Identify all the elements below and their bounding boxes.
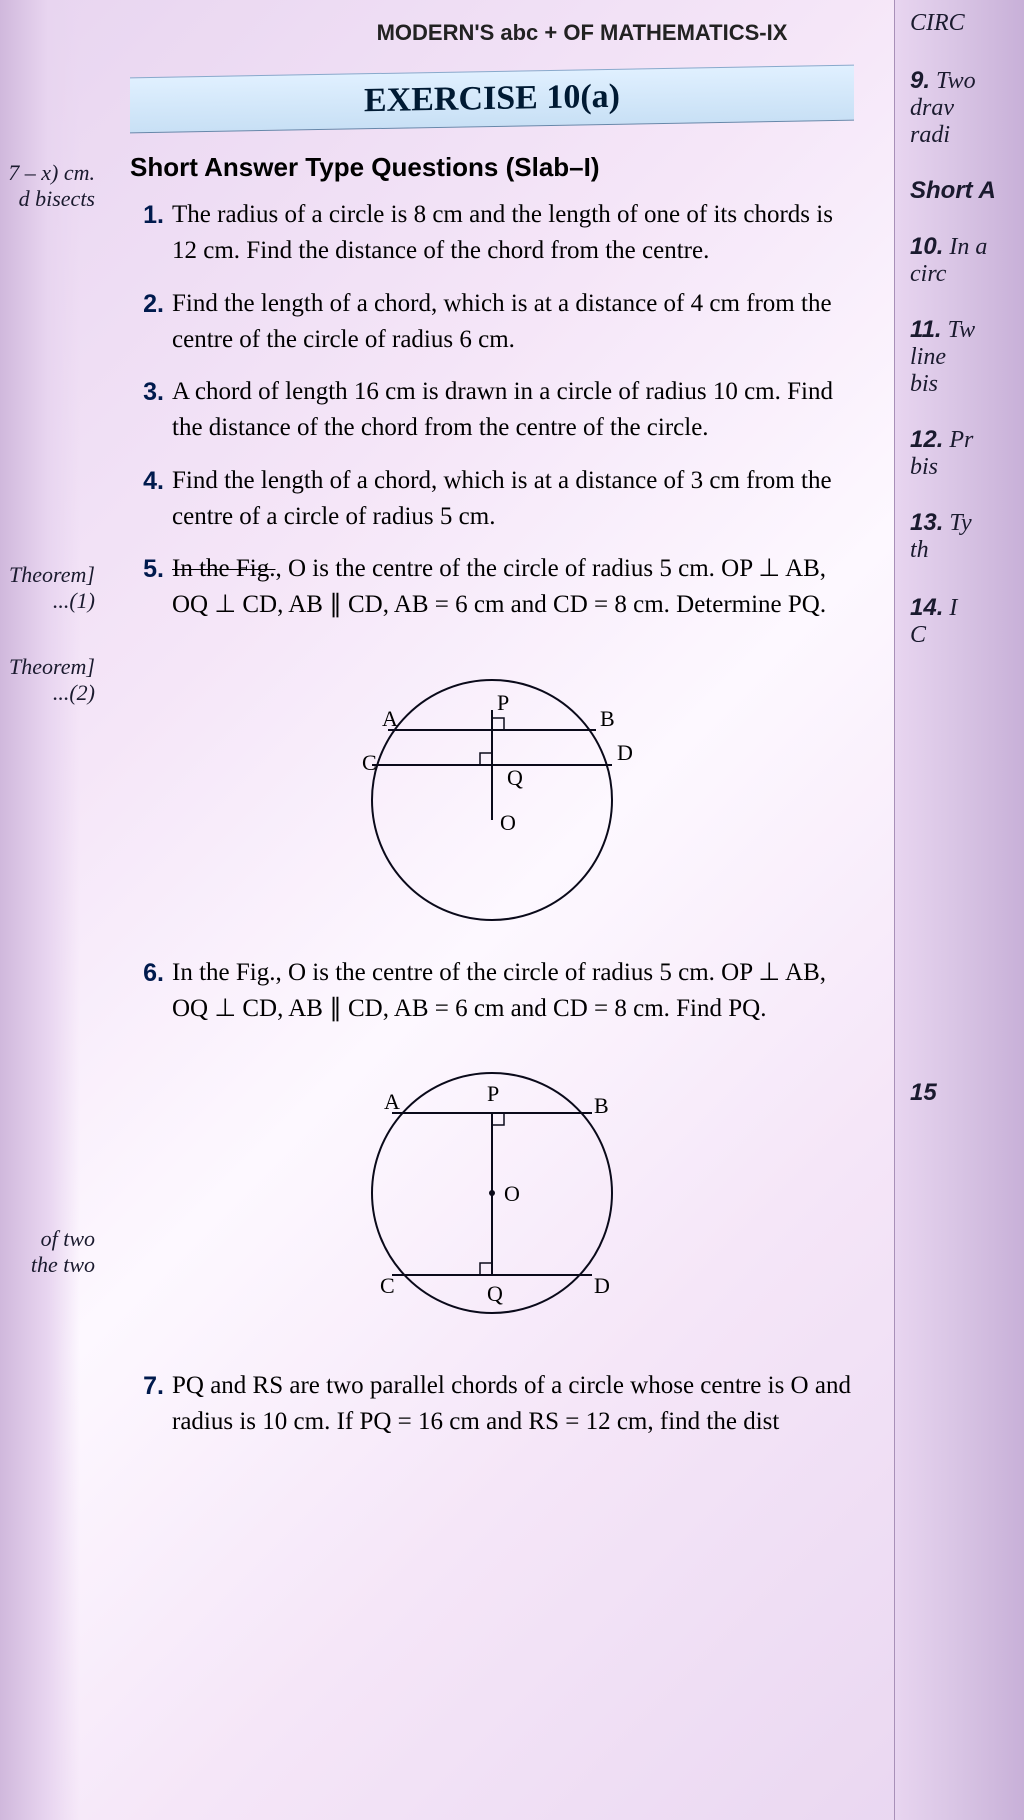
label-D: D bbox=[617, 740, 633, 765]
q-num: 3. bbox=[130, 374, 172, 447]
question-7: 7. PQ and RS are two parallel chords of … bbox=[130, 1368, 854, 1441]
question-2: 2. Find the length of a chord, which is … bbox=[130, 286, 854, 359]
question-1: 1. The radius of a circle is 8 cm and th… bbox=[130, 197, 854, 270]
q-text: Find the length of a chord, which is at … bbox=[172, 463, 854, 536]
label-D: D bbox=[594, 1273, 610, 1298]
label-Q: Q bbox=[487, 1281, 503, 1306]
left-margin-notes: 7 – x) cm. d bisects Theorem] ...(1) The… bbox=[5, 160, 95, 1598]
question-6: 6. In the Fig., O is the centre of the c… bbox=[130, 955, 854, 1028]
margin-text: ...(1) bbox=[5, 588, 95, 614]
q-text: In the Fig., O is the centre of the circ… bbox=[172, 955, 854, 1028]
cut: line bbox=[910, 344, 946, 370]
next-page-edge: CIRC 9. Two drav radi Short A 10. In a c… bbox=[894, 0, 1024, 1820]
cut: circ bbox=[910, 261, 946, 287]
label-B: B bbox=[600, 706, 615, 731]
cut: bis bbox=[910, 371, 938, 397]
book-title: MODERN'S abc + OF MATHEMATICS-IX bbox=[310, 20, 854, 46]
cut: I bbox=[949, 595, 957, 621]
q-text: A chord of length 16 cm is drawn in a ci… bbox=[172, 374, 854, 447]
section-heading: Short Answer Type Questions (Slab–I) bbox=[130, 152, 854, 183]
q-num: 6. bbox=[130, 955, 172, 1028]
q-num: 5. bbox=[130, 551, 172, 624]
label-P: P bbox=[487, 1081, 499, 1106]
cut: C bbox=[910, 622, 926, 648]
margin-text: 7 – x) cm. bbox=[5, 160, 95, 186]
cut: drav bbox=[910, 95, 954, 121]
label-A: A bbox=[384, 1089, 400, 1114]
question-3: 3. A chord of length 16 cm is drawn in a… bbox=[130, 374, 854, 447]
cut: 14. bbox=[910, 594, 943, 621]
q-num: 7. bbox=[130, 1368, 172, 1441]
margin-text: Theorem] bbox=[5, 562, 95, 588]
figure-1: A B C D P Q O bbox=[130, 640, 854, 930]
q-text: Find the length of a chord, which is at … bbox=[172, 286, 854, 359]
circle-diagram-1: A B C D P Q O bbox=[332, 640, 652, 930]
label-A: A bbox=[382, 706, 398, 731]
question-5: 5. In the Fig., O is the centre of the c… bbox=[130, 551, 854, 624]
cut: Pr bbox=[949, 427, 973, 453]
label-O: O bbox=[504, 1181, 520, 1206]
label-C: C bbox=[380, 1273, 395, 1298]
cut: Two bbox=[936, 68, 976, 94]
cut: In a bbox=[949, 234, 987, 260]
figure-2: A B C D P Q O bbox=[130, 1043, 854, 1343]
struck-text: In the Fig. bbox=[172, 555, 275, 582]
q-num: 4. bbox=[130, 463, 172, 536]
cut: 10. bbox=[910, 233, 943, 260]
q-text: In the Fig., O is the centre of the circ… bbox=[172, 551, 854, 624]
margin-text: Theorem] bbox=[5, 654, 95, 680]
label-P: P bbox=[497, 690, 509, 715]
label-C: C bbox=[362, 750, 377, 775]
exercise-title: EXERCISE 10(a) bbox=[130, 65, 854, 134]
q-num: 2. bbox=[130, 286, 172, 359]
margin-text: d bisects bbox=[5, 186, 95, 212]
margin-text: of two bbox=[5, 1226, 95, 1252]
circle-diagram-2: A B C D P Q O bbox=[332, 1043, 652, 1343]
cut: 11. bbox=[910, 316, 942, 343]
exercise-title-text: EXERCISE 10(a) bbox=[364, 78, 620, 119]
margin-text: ...(2) bbox=[5, 680, 95, 706]
cut: Short A bbox=[910, 177, 1014, 205]
label-O: O bbox=[500, 810, 516, 835]
cut: 9. bbox=[910, 67, 930, 94]
label-Q: Q bbox=[507, 765, 523, 790]
q-num: 1. bbox=[130, 197, 172, 270]
cut: bis bbox=[910, 454, 938, 480]
cut: 12. bbox=[910, 426, 943, 453]
label-B: B bbox=[594, 1093, 609, 1118]
cut: radi bbox=[910, 122, 950, 148]
cut: CIRC bbox=[910, 10, 1014, 37]
q-text: The radius of a circle is 8 cm and the l… bbox=[172, 197, 854, 270]
cut: th bbox=[910, 537, 929, 563]
q-text: PQ and RS are two parallel chords of a c… bbox=[172, 1368, 854, 1441]
cut: 15 bbox=[910, 1079, 937, 1106]
cut: Tw bbox=[948, 317, 976, 343]
cut: Ty bbox=[949, 510, 971, 536]
question-4: 4. Find the length of a chord, which is … bbox=[130, 463, 854, 536]
margin-text: the two bbox=[5, 1252, 95, 1278]
cut: 13. bbox=[910, 509, 943, 536]
